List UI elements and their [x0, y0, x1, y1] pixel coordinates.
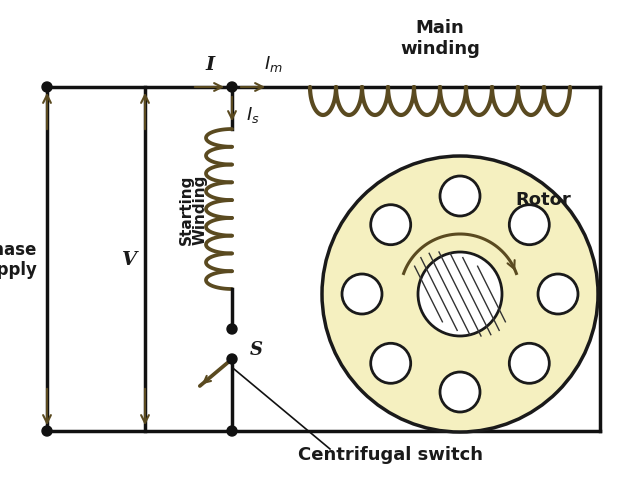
Circle shape: [509, 344, 549, 384]
Text: 1-phase
supply: 1-phase supply: [0, 240, 37, 279]
Circle shape: [227, 426, 237, 436]
Circle shape: [538, 275, 578, 314]
Circle shape: [227, 354, 237, 364]
Text: Rotor: Rotor: [515, 191, 571, 209]
Circle shape: [371, 344, 411, 384]
Text: Winding: Winding: [192, 174, 208, 245]
Text: Starting: Starting: [178, 174, 193, 245]
Circle shape: [322, 156, 598, 432]
Circle shape: [342, 275, 382, 314]
Circle shape: [440, 177, 480, 216]
Text: Main
winding: Main winding: [400, 19, 480, 58]
Circle shape: [440, 372, 480, 412]
Circle shape: [42, 83, 52, 93]
Text: Centrifugal switch: Centrifugal switch: [298, 445, 482, 463]
Text: V: V: [122, 251, 137, 268]
Circle shape: [509, 205, 549, 245]
Circle shape: [42, 426, 52, 436]
Circle shape: [227, 83, 237, 93]
Text: S: S: [250, 340, 263, 358]
Circle shape: [418, 252, 502, 336]
Text: $I_m$: $I_m$: [263, 54, 283, 74]
Circle shape: [227, 324, 237, 334]
Text: $I_s$: $I_s$: [246, 105, 260, 125]
Circle shape: [371, 205, 411, 245]
Text: I: I: [205, 56, 215, 74]
